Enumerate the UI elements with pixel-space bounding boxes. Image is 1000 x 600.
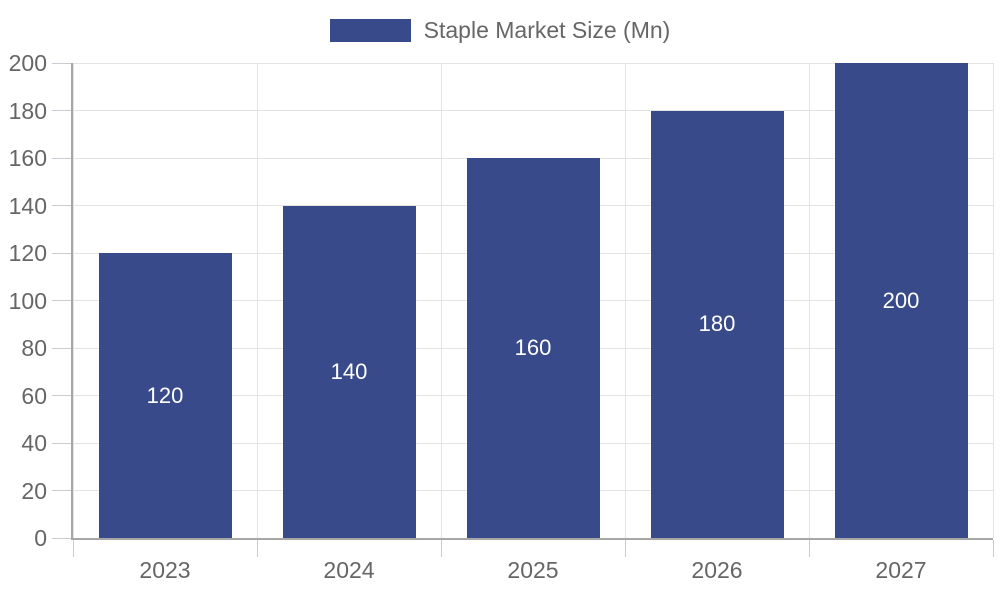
gridline: [73, 110, 993, 111]
y-axis-line: [71, 63, 73, 540]
y-axis-tick: [52, 110, 71, 111]
x-axis-tick: [440, 540, 442, 557]
y-axis-tick-label: 0: [34, 525, 47, 551]
y-axis-tick-label: 40: [21, 430, 47, 456]
y-axis-tick: [52, 157, 71, 159]
gridline: [808, 63, 810, 538]
legend[interactable]: Staple Market Size (Mn): [0, 17, 1000, 44]
gridline: [72, 63, 74, 538]
legend-label: Staple Market Size (Mn): [423, 17, 671, 43]
y-axis-tick-label: 20: [21, 477, 47, 504]
y-axis-tick-label: 60: [21, 382, 47, 409]
y-axis-tick-label: 140: [8, 192, 47, 219]
y-axis-tick: [52, 62, 71, 64]
legend-swatch: [329, 19, 411, 42]
y-axis-tick-label: 200: [8, 50, 47, 76]
x-axis-category-label: 2026: [691, 557, 743, 583]
y-axis-tick: [52, 442, 71, 444]
x-axis-category-label: 2023: [139, 557, 191, 583]
x-axis-category-label: 2024: [323, 557, 375, 583]
y-axis-tick: [52, 252, 71, 254]
x-axis-tick: [808, 540, 810, 557]
bar-2025[interactable]: [466, 158, 600, 538]
y-axis-tick: [52, 300, 71, 301]
x-axis-tick: [256, 540, 258, 557]
bar-2027[interactable]: [834, 63, 968, 538]
gridline: [440, 63, 442, 538]
x-axis-tick: [992, 540, 994, 557]
x-axis-line: [71, 538, 993, 540]
y-axis-tick-label: 180: [8, 97, 47, 124]
y-axis-tick-label: 100: [8, 287, 47, 314]
y-axis-tick: [52, 395, 71, 396]
y-axis-tick: [52, 490, 71, 491]
y-axis-tick: [52, 537, 71, 539]
x-axis-tick: [72, 540, 74, 557]
y-axis-tick-label: 80: [21, 335, 47, 361]
y-axis-tick-label: 120: [8, 240, 47, 266]
gridline: [992, 63, 994, 538]
y-axis-tick: [52, 347, 71, 349]
bar-2024[interactable]: [282, 205, 416, 538]
y-axis-tick: [52, 205, 71, 206]
x-axis-tick: [624, 540, 626, 557]
gridline: [256, 63, 258, 538]
bar-2023[interactable]: [98, 253, 232, 538]
gridline: [73, 62, 993, 64]
x-axis-category-label: 2027: [875, 557, 927, 583]
gridline: [624, 63, 626, 538]
x-axis-category-label: 2025: [507, 557, 559, 583]
y-axis-tick-label: 160: [8, 145, 47, 171]
bar-2026[interactable]: [650, 110, 784, 538]
